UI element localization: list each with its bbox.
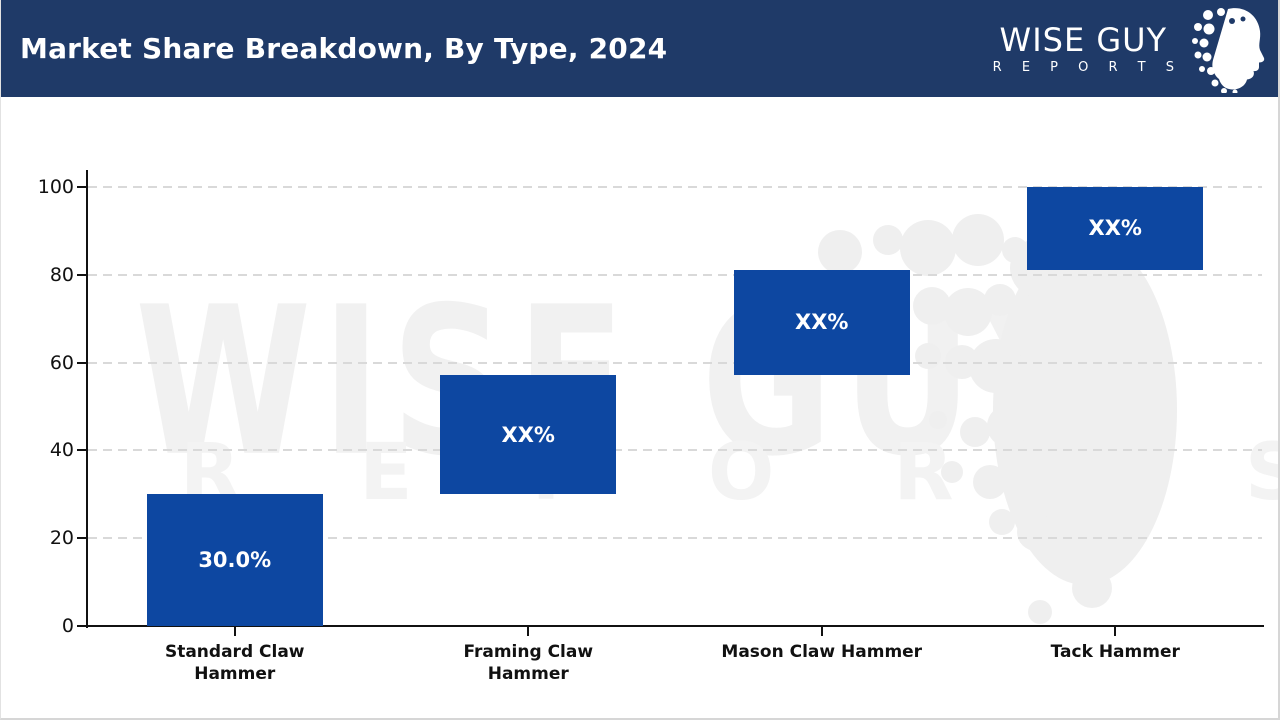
y-axis-tick bbox=[77, 449, 86, 452]
x-axis-tick bbox=[1114, 627, 1117, 636]
bar-segment: XX% bbox=[1027, 187, 1204, 270]
x-axis-tick bbox=[233, 627, 236, 636]
gridline bbox=[88, 361, 1262, 364]
y-tick-label: 100 bbox=[37, 176, 74, 198]
bar-value-label: 30.0% bbox=[198, 548, 272, 573]
x-axis-tick bbox=[527, 627, 530, 636]
y-axis-tick bbox=[77, 537, 86, 540]
bar-segment: XX% bbox=[440, 374, 617, 495]
y-tick-label: 0 bbox=[61, 615, 74, 637]
bar-value-label: XX% bbox=[501, 422, 555, 447]
y-axis-tick bbox=[77, 186, 86, 188]
brand-logo-text: WISE GUY R E P O R T S bbox=[985, 24, 1182, 74]
header-bar: Market Share Breakdown, By Type, 2024 WI… bbox=[0, 0, 1280, 97]
gridline bbox=[88, 449, 1262, 452]
gridline bbox=[88, 186, 1262, 188]
chart-title: Market Share Breakdown, By Type, 2024 bbox=[20, 32, 668, 65]
y-axis-tick bbox=[77, 625, 86, 627]
logo-wordmark: WISE GUY bbox=[999, 20, 1168, 59]
bar-value-label: XX% bbox=[1088, 216, 1142, 241]
y-tick-label: 20 bbox=[49, 527, 74, 550]
x-category-label: Tack Hammer bbox=[1050, 642, 1180, 662]
bar-segment: XX% bbox=[733, 269, 910, 375]
gridline bbox=[88, 537, 1262, 540]
y-tick-label: 80 bbox=[49, 263, 74, 286]
y-tick-label: 40 bbox=[49, 439, 74, 462]
x-category-label: Framing Claw Hammer bbox=[463, 642, 594, 685]
y-axis-tick bbox=[77, 361, 86, 364]
gridline bbox=[88, 273, 1262, 276]
y-axis-line bbox=[86, 170, 88, 628]
x-category-label: Mason Claw Hammer bbox=[721, 642, 923, 662]
logo-face-icon bbox=[1192, 7, 1265, 93]
x-axis-line bbox=[86, 625, 1264, 627]
brand-logo: WISE GUY R E P O R T S bbox=[985, 5, 1266, 93]
y-axis-tick bbox=[77, 273, 86, 276]
logo-subtitle: R E P O R T S bbox=[992, 59, 1182, 75]
bar-segment: 30.0% bbox=[146, 494, 323, 626]
x-category-label: Standard Claw Hammer bbox=[164, 642, 305, 685]
bar-value-label: XX% bbox=[795, 310, 849, 335]
y-tick-label: 60 bbox=[49, 351, 74, 374]
x-axis-tick bbox=[820, 627, 823, 636]
